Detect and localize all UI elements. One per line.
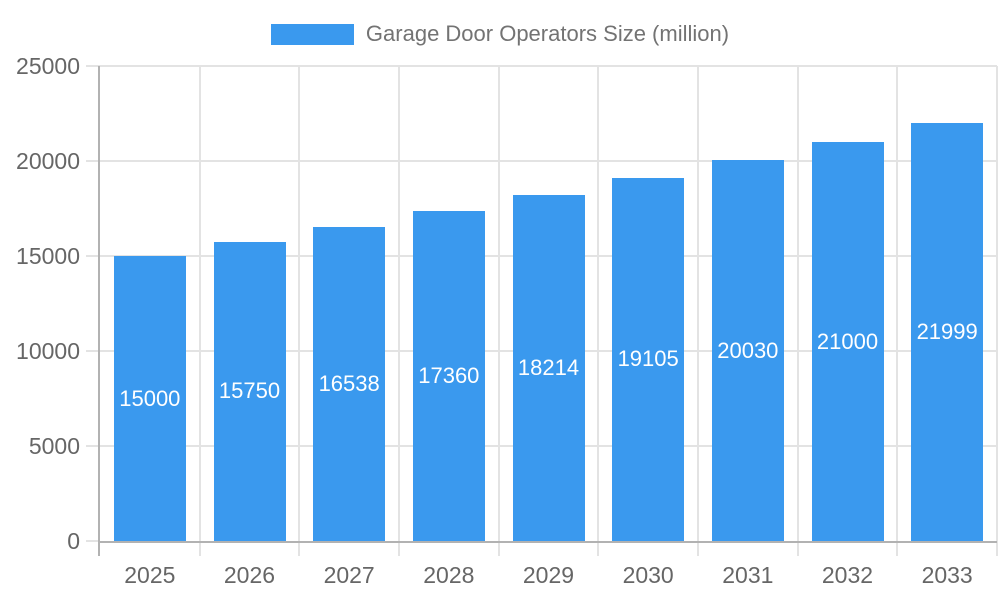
y-axis-tick-label: 25000: [16, 53, 80, 79]
bar-value-label: 16538: [318, 370, 380, 396]
y-axis-tick-label: 20000: [16, 148, 80, 174]
legend-label: Garage Door Operators Size (million): [365, 21, 730, 46]
y-tick: [86, 445, 100, 447]
x-tick: [497, 541, 500, 556]
x-tick: [796, 541, 799, 556]
bar[interactable]: 17360: [412, 211, 485, 541]
x-gridline: [497, 66, 500, 541]
x-axis-tick-label: 2031: [722, 562, 774, 588]
bar[interactable]: 15000: [113, 256, 186, 541]
x-axis-tick-label: 2030: [622, 562, 674, 588]
y-gridline: [100, 160, 997, 162]
x-gridline: [597, 66, 600, 541]
x-tick: [597, 541, 600, 556]
bar-value-label: 20030: [717, 337, 779, 363]
bar-value-label: 15750: [218, 378, 281, 404]
bar[interactable]: 18214: [512, 194, 585, 541]
x-gridline: [697, 66, 699, 541]
x-axis-line: [98, 541, 997, 543]
bar-value-label: 15000: [119, 385, 181, 411]
x-gridline: [398, 66, 400, 541]
y-axis-tick-label: 15000: [16, 243, 80, 269]
x-gridline: [796, 66, 799, 541]
bar[interactable]: 21000: [811, 142, 884, 541]
x-axis-tick-label: 2027: [323, 562, 375, 588]
x-axis-tick-label: 2033: [921, 562, 973, 588]
bar[interactable]: 16538: [313, 226, 386, 541]
x-gridline: [198, 66, 201, 541]
x-gridline: [298, 66, 301, 541]
x-axis-tick-label: 2026: [223, 562, 276, 588]
x-axis-tick-label: 2029: [522, 562, 575, 588]
x-tick: [198, 541, 201, 556]
y-axis-tick-label: 10000: [16, 338, 80, 364]
bar-value-label: 21000: [816, 328, 879, 354]
y-axis-line: [98, 66, 100, 556]
x-tick: [697, 541, 699, 556]
x-tick: [996, 541, 998, 556]
x-tick: [398, 541, 400, 556]
chart-legend[interactable]: Garage Door Operators Size (million): [0, 21, 1000, 47]
x-gridline: [896, 66, 899, 541]
y-axis-tick-label: 0: [67, 528, 80, 554]
y-tick: [86, 540, 100, 542]
y-tick: [86, 255, 100, 257]
y-axis-tick-label: 5000: [28, 433, 80, 459]
bar-value-label: 19105: [617, 346, 679, 372]
y-gridline: [100, 65, 997, 67]
bar-value-label: 18214: [517, 354, 580, 380]
y-tick: [86, 65, 100, 67]
x-tick: [896, 541, 899, 556]
bar[interactable]: 19105: [612, 178, 685, 541]
x-axis-tick-label: 2025: [124, 562, 176, 588]
bar[interactable]: 15750: [213, 241, 286, 541]
bar[interactable]: 20030: [711, 160, 784, 541]
x-tick: [298, 541, 301, 556]
legend-swatch-icon: [270, 23, 354, 45]
x-gridline: [996, 66, 998, 541]
bar-value-label: 17360: [418, 363, 480, 389]
bar[interactable]: 21999: [911, 123, 984, 541]
bar-value-label: 21999: [916, 319, 978, 344]
y-tick: [86, 160, 100, 162]
y-tick: [86, 350, 100, 352]
x-axis-tick-label: 2032: [821, 562, 874, 588]
x-axis-tick-label: 2028: [423, 562, 475, 588]
